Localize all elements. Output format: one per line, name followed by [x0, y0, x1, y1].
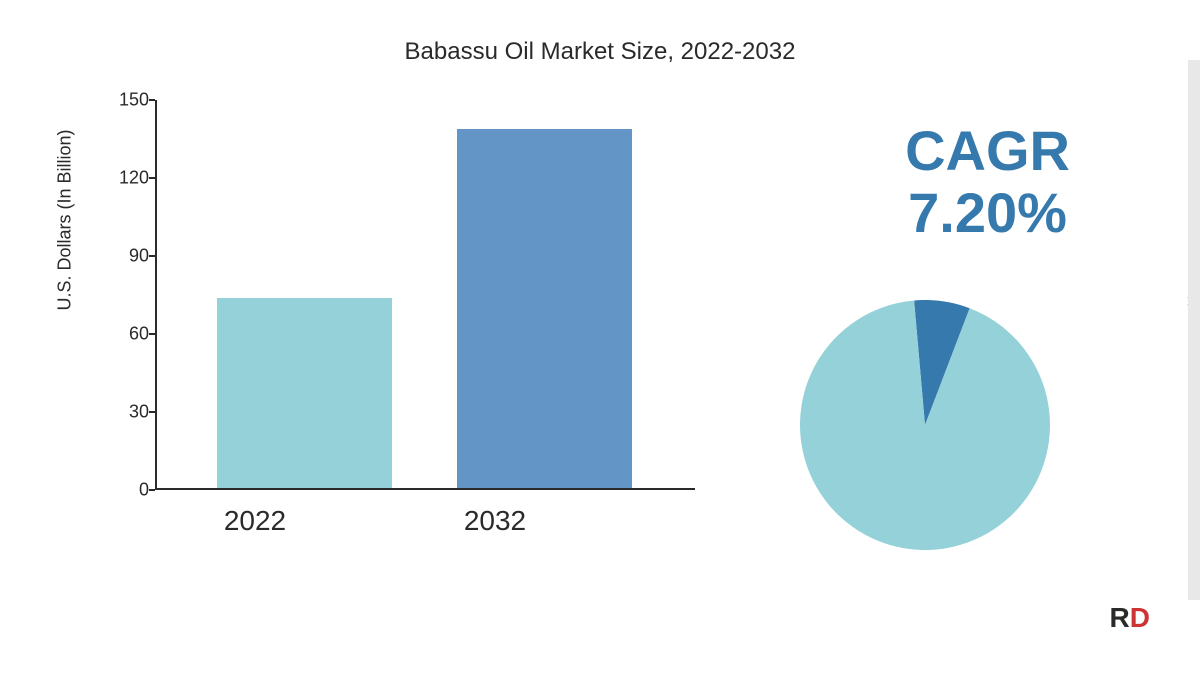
main-container: Babassu Oil Market Size, 2022-2032 U.S. …: [0, 0, 1200, 674]
logo-d: D: [1130, 602, 1150, 633]
bar-chart: U.S. Dollars (In Billion) 0 30 60 90 120…: [75, 100, 695, 560]
bar-2032: [457, 129, 632, 488]
cagr-value: 7.20%: [905, 182, 1070, 244]
x-label-2032: 2032: [435, 505, 555, 537]
right-border-decoration: [1188, 60, 1200, 600]
y-tick-30: 30: [117, 402, 149, 423]
y-tick-60: 60: [117, 324, 149, 345]
cagr-label: CAGR: [905, 120, 1070, 182]
y-tick-90: 90: [117, 246, 149, 267]
y-tick-0: 0: [117, 480, 149, 501]
logo-r: R: [1110, 602, 1130, 633]
cagr-panel: CAGR 7.20%: [905, 120, 1070, 243]
chart-plot-area: [155, 100, 695, 490]
y-tick-120: 120: [117, 168, 149, 189]
pie-chart: [800, 300, 1050, 550]
y-axis-label: U.S. Dollars (In Billion): [55, 129, 76, 310]
bar-2022: [217, 298, 392, 488]
x-label-2022: 2022: [195, 505, 315, 537]
y-tick-150: 150: [117, 90, 149, 111]
chart-title: Babassu Oil Market Size, 2022-2032: [0, 0, 1200, 66]
pie-svg: [800, 300, 1050, 550]
logo: RD: [1110, 602, 1150, 634]
